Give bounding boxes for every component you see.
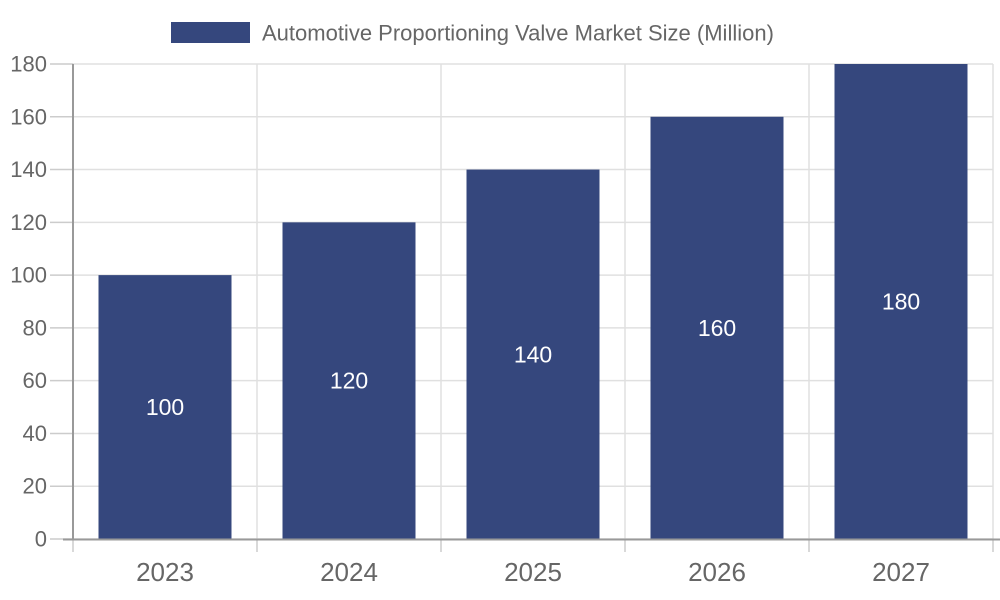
- label-layer: 0 20 40 60 80 100 120 140 160 180 100 2023 120 2024 14…: [10, 52, 930, 588]
- x-tick-label: 2025: [504, 557, 562, 587]
- bar-2025: [466, 169, 600, 540]
- bar-value-label: 180: [882, 289, 920, 315]
- y-tick-label: 180: [10, 52, 47, 77]
- legend: Automotive Proportioning Valve Market Si…: [171, 21, 774, 46]
- bar-value-label: 120: [330, 368, 368, 394]
- y-tick-label: 120: [10, 210, 47, 235]
- bar-value-label: 140: [514, 341, 552, 367]
- bar-value-label: 160: [698, 315, 736, 341]
- x-tick-label: 2024: [320, 557, 378, 587]
- y-tick-label: 20: [23, 474, 47, 499]
- x-tick-label: 2026: [688, 557, 746, 587]
- x-tick-label: 2023: [136, 557, 194, 587]
- y-tick-label: 0: [35, 527, 47, 552]
- y-tick-label: 60: [23, 368, 47, 393]
- bar-value-label: 100: [146, 394, 184, 420]
- bar-2024: [282, 222, 416, 540]
- bar-2027: [834, 64, 968, 539]
- legend-swatch: [171, 22, 250, 43]
- bar-2023: [98, 275, 232, 539]
- bar-layer: [98, 64, 968, 540]
- legend-label: Automotive Proportioning Valve Market Si…: [262, 21, 774, 46]
- y-tick-label: 140: [10, 157, 47, 182]
- y-tick-label: 80: [23, 315, 47, 340]
- bar-2026: [650, 116, 784, 540]
- y-tick-label: 100: [10, 263, 47, 288]
- y-tick-label: 40: [23, 421, 47, 446]
- y-tick-label: 160: [10, 104, 47, 129]
- axis-layer: [50, 63, 1000, 552]
- x-tick-label: 2027: [872, 557, 930, 587]
